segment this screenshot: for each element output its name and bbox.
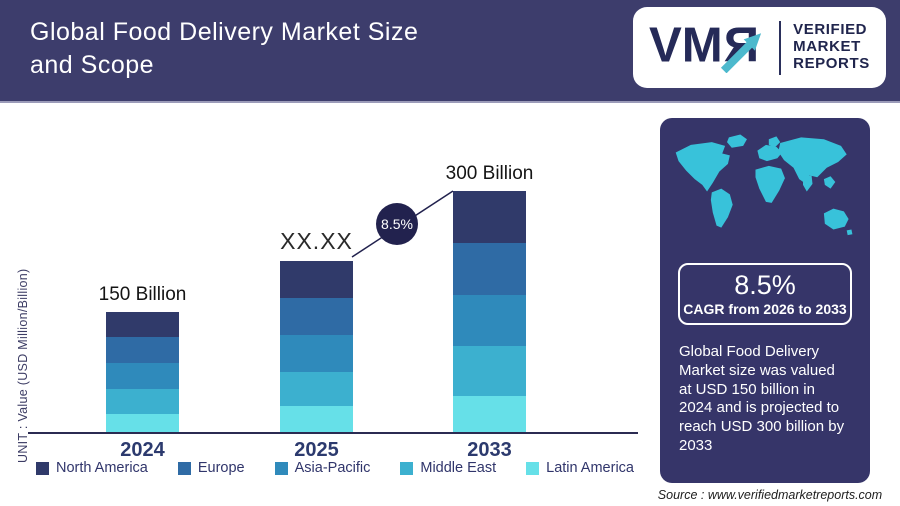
cagr-bubble xyxy=(376,203,418,245)
market-summary-text: Global Food Delivery Market size was val… xyxy=(679,343,845,454)
x-axis-line xyxy=(28,432,638,434)
legend-label: Asia-Pacific xyxy=(294,460,371,476)
cagr-value: 8.5% xyxy=(734,269,796,300)
logo-brand-text: VERIFIED MARKET REPORTS xyxy=(793,21,870,72)
summary-panel: 8.5% CAGR from 2026 to 2033 Global Food … xyxy=(660,118,870,483)
legend-label: North America xyxy=(55,460,148,476)
legend-label: Latin America xyxy=(546,460,634,476)
logo-divider xyxy=(779,20,782,75)
bar-2033 xyxy=(453,191,526,432)
cagr-bubble-label: 8.5% xyxy=(381,216,413,232)
x-axis-tick-2024: 2024 xyxy=(120,439,165,461)
page-title: Global Food Delivery Market Size and Sco… xyxy=(30,18,419,79)
bar-segment-asia-pacific xyxy=(106,362,179,389)
cagr-caption: CAGR from 2026 to 2033 xyxy=(683,301,847,318)
vmr-logo: VM R VERIFIED MARKET REPORTS xyxy=(633,7,886,88)
bar-segment-middle-east xyxy=(106,388,179,414)
cagr-callout: 8.5% CAGR from 2026 to 2033 xyxy=(678,263,852,325)
legend-swatch xyxy=(526,461,540,475)
bar-segment-north-america xyxy=(280,260,353,298)
legend-item-north-america: North America xyxy=(35,460,148,476)
legend-item-latin-america: Latin America xyxy=(526,460,634,476)
bar-segment-latin-america xyxy=(453,395,526,432)
chart-legend: North America Europe Asia-Pacific Middle Ea… xyxy=(30,460,640,476)
legend-swatch xyxy=(274,461,288,475)
bar-segment-middle-east xyxy=(453,346,526,396)
bar-segment-latin-america xyxy=(106,413,179,432)
bar-segment-middle-east xyxy=(280,371,353,407)
bar-segment-europe xyxy=(453,243,526,295)
legend-label: Middle East xyxy=(420,460,497,476)
bar-segment-north-america xyxy=(453,191,526,244)
legend-swatch xyxy=(35,461,49,475)
bar-value-label: 150 Billion xyxy=(98,283,187,305)
legend-swatch xyxy=(400,461,414,475)
bar-value-label: XX.XX xyxy=(280,227,353,254)
bar-value-label: 300 Billion xyxy=(445,163,534,184)
bar-chart: UNIT : Value (USD Million/Billion) 150 B… xyxy=(0,103,660,506)
legend-label: Europe xyxy=(197,460,245,476)
bar-2024 xyxy=(106,311,179,433)
bar-2025 xyxy=(280,260,353,432)
vmr-logo-mark-icon: VM R xyxy=(649,17,767,78)
x-axis-tick-2025: 2025 xyxy=(294,439,339,461)
world-map-icon xyxy=(670,130,860,252)
legend-swatch xyxy=(177,461,191,475)
bar-segment-latin-america xyxy=(280,406,353,432)
legend-item-asia-pacific: Asia-Pacific xyxy=(274,460,371,476)
legend-item-middle-east: Middle East xyxy=(400,460,496,476)
bar-segment-asia-pacific xyxy=(280,334,353,372)
bar-segment-asia-pacific xyxy=(453,294,526,347)
svg-text:VM: VM xyxy=(649,18,723,73)
legend-item-europe: Europe xyxy=(177,460,245,476)
bar-segment-europe xyxy=(106,337,179,363)
bar-segment-europe xyxy=(280,297,353,335)
source-attribution: Source : www.verifiedmarketreports.com xyxy=(657,488,883,502)
header-banner: Global Food Delivery Market Size and Sco… xyxy=(0,0,900,103)
x-axis-tick-2033: 2033 xyxy=(467,439,512,461)
bar-segment-north-america xyxy=(106,311,179,338)
